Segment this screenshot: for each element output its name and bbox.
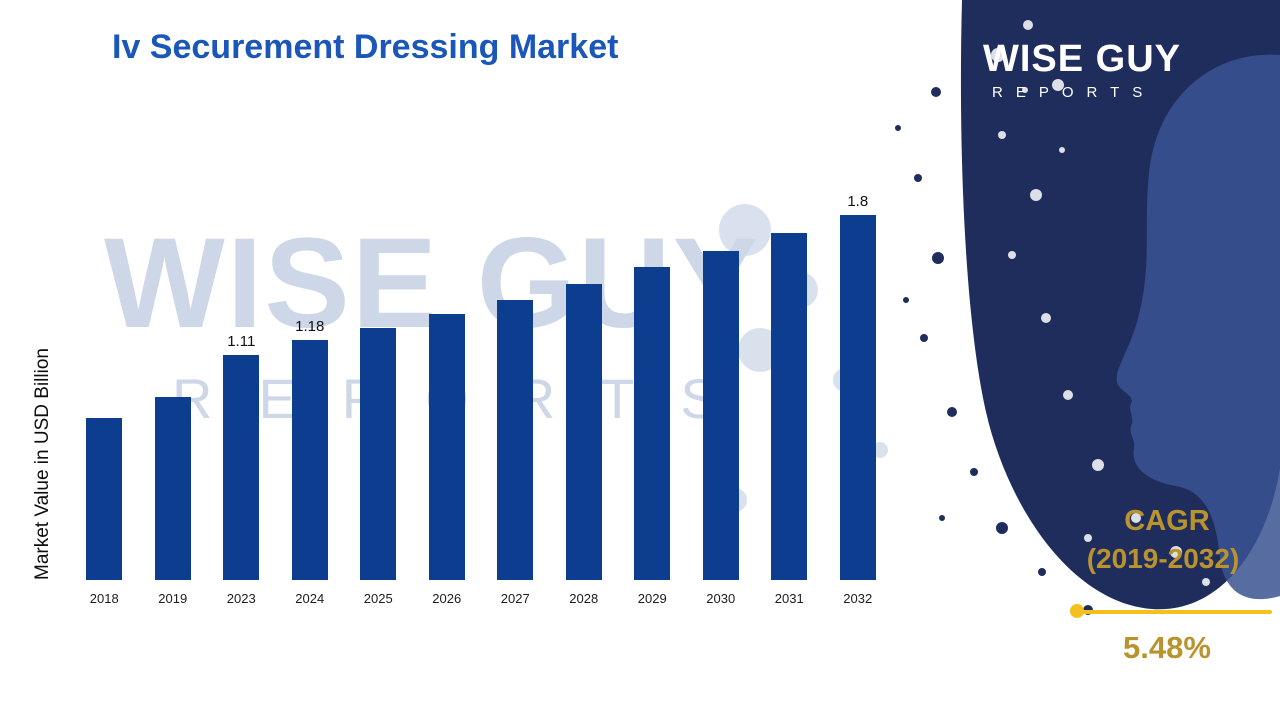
bar-column [139,397,208,580]
bar-2026 [428,314,465,580]
cagr-underline [1078,610,1272,614]
bar-2019 [154,397,191,580]
bar-column [413,314,482,580]
bar-2028 [565,284,602,580]
halftone-dots-navy [895,87,1093,615]
chart-title: Iv Securement Dressing Market [112,28,619,66]
x-tick-label: 2030 [706,591,736,606]
x-tick-label: 2029 [637,591,667,606]
x-axis-labels: 2018 2019 2023 2024 2025 2026 2027 2028 2029 2030… [70,591,892,606]
bar-column [755,233,824,580]
logo-wordmark: WISE GUY [983,38,1182,80]
x-tick-label: 2028 [569,591,599,606]
bar-column [550,284,619,580]
x-tick-label: 2023 [226,591,256,606]
x-tick-label: 2024 [295,591,325,606]
cagr-value: 5.48% [1123,630,1211,665]
x-tick-label: 2031 [774,591,804,606]
bar-column [344,328,413,580]
bar-2030 [702,251,739,580]
x-tick-label: 2019 [158,591,188,606]
bar-column [618,267,687,580]
bar-2025 [360,328,397,580]
bar-2032 [839,215,876,580]
cagr-label: CAGR [1124,505,1210,537]
bar-2029 [634,267,671,580]
bar-2018 [86,418,123,580]
cagr-line-dot [1070,604,1084,618]
bar-2031 [771,233,808,580]
bar-value-label: 1.8 [847,193,869,210]
bar-2027 [497,300,534,580]
bar-column [70,418,139,580]
bar-2023 [223,355,260,580]
plot-area: 1.11 1.18 1.8 [70,190,892,580]
x-tick-label: 2026 [432,591,462,606]
halftone-dots-white [991,20,1210,586]
bar-value-label: 1.11 [227,333,256,350]
bar-column [481,300,550,580]
bar-value-label: 1.18 [295,318,325,335]
x-tick-label: 2018 [89,591,119,606]
cagr-range: (2019-2032) [1086,543,1240,574]
bar-column: 1.11 [207,333,276,580]
logo-subtext: REPORTS [992,84,1156,101]
x-tick-label: 2032 [843,591,873,606]
face-profile-icon [1116,54,1280,600]
x-tick-label: 2025 [363,591,393,606]
x-tick-label: 2027 [500,591,530,606]
bar-column: 1.8 [824,193,893,580]
bar-column: 1.18 [276,318,345,580]
bar-column [687,251,756,580]
bar-2024 [291,340,328,580]
